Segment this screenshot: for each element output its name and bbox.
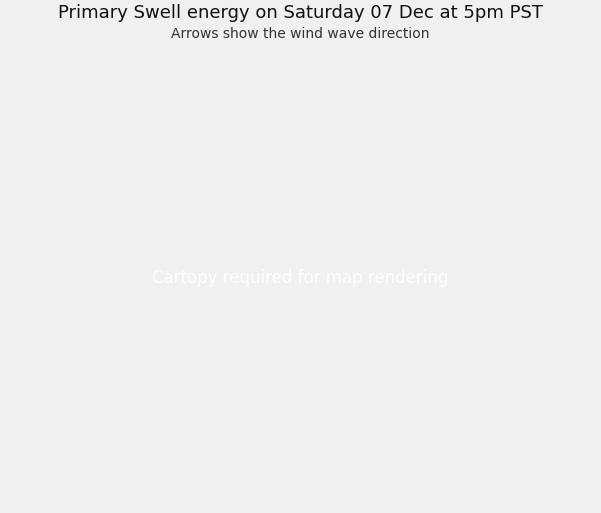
Text: Cartopy required for map rendering: Cartopy required for map rendering — [152, 269, 449, 287]
Text: Arrows show the wind wave direction: Arrows show the wind wave direction — [171, 27, 430, 41]
Text: Primary Swell energy on Saturday 07 Dec at 5pm PST: Primary Swell energy on Saturday 07 Dec … — [58, 4, 543, 22]
